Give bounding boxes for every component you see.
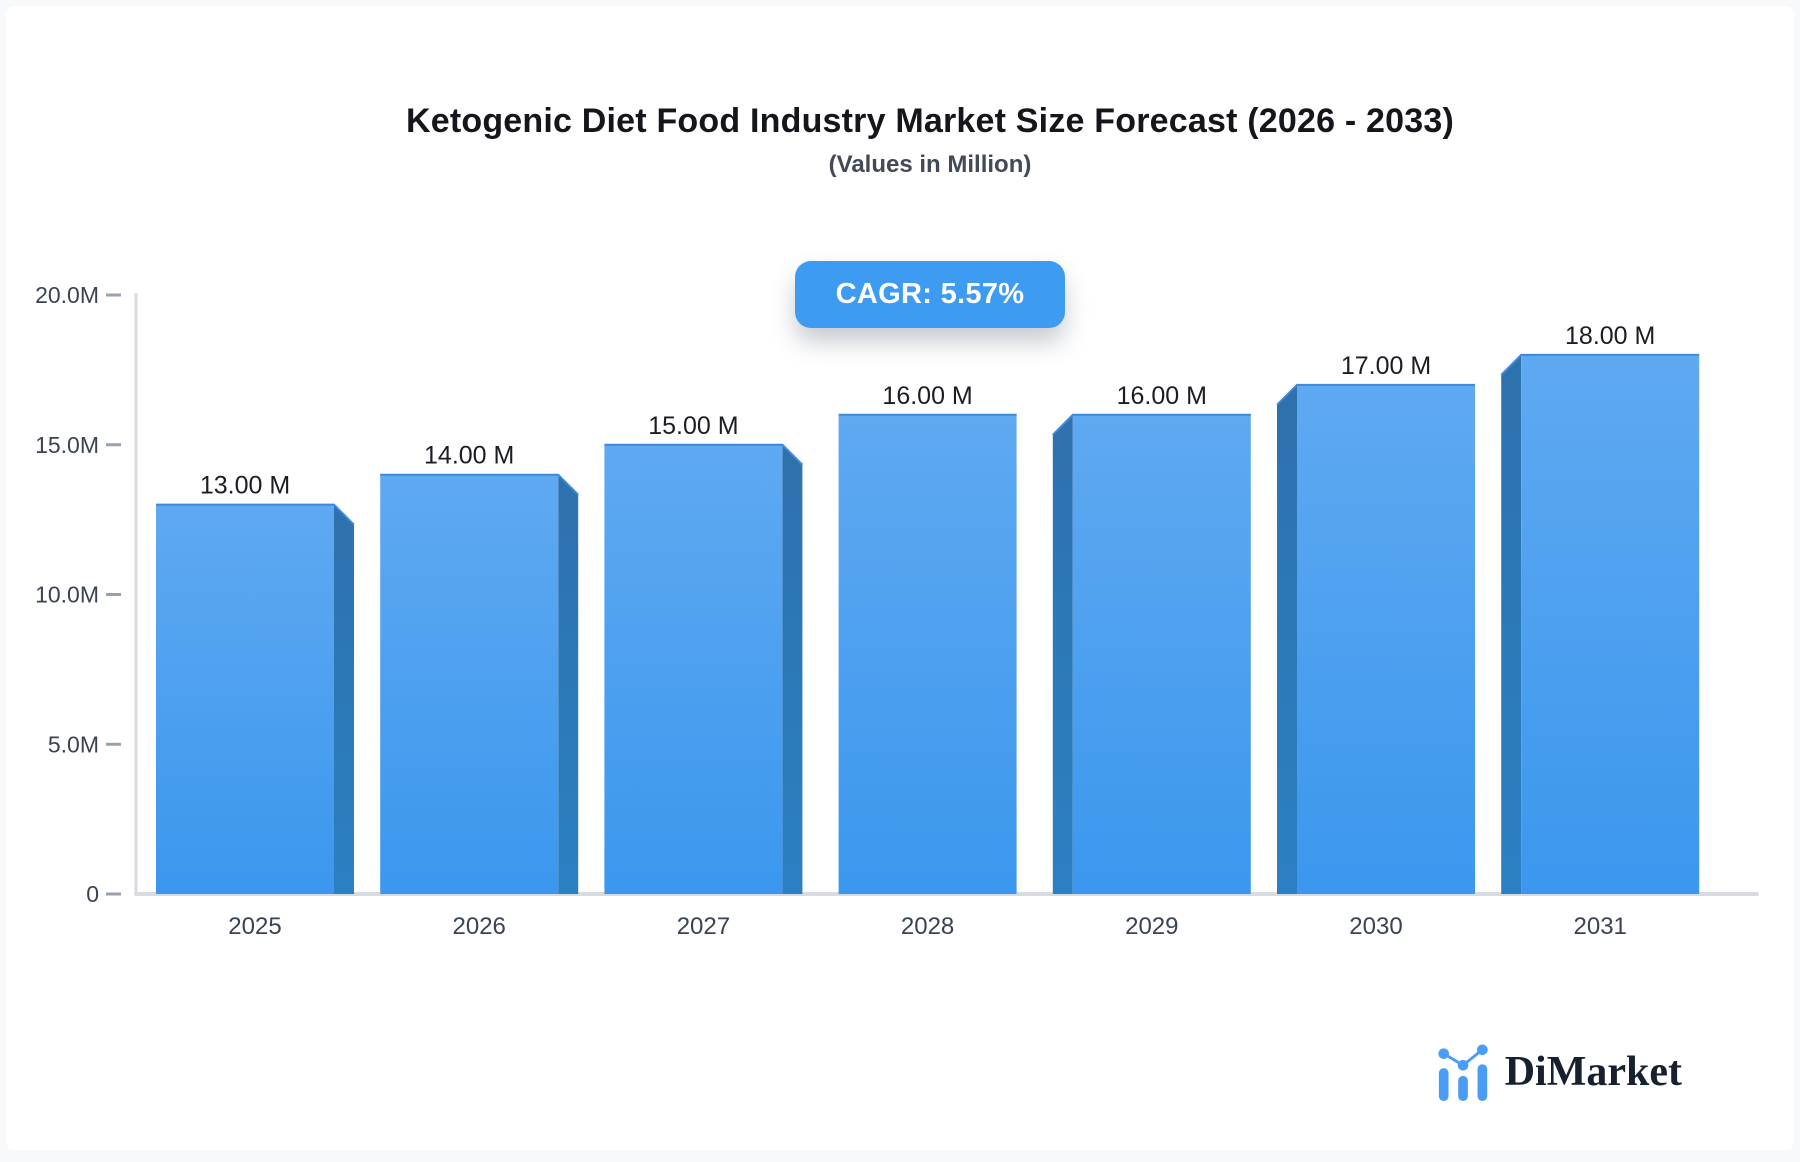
bar-face-2027: [604, 444, 783, 894]
x-axis-label-2025: 2025: [228, 913, 281, 940]
bar-top-edge-2026: [380, 473, 579, 496]
y-axis-line: [134, 293, 138, 894]
bar-face-2026: [380, 474, 559, 894]
bar-value-label-2030: 17.00 M: [1341, 352, 1431, 380]
bar-side-2025: [334, 504, 354, 894]
bar-group-2025: 13.00 M 2025: [156, 472, 355, 940]
chart-subtitle: (Values in Million): [828, 151, 1032, 178]
cagr-badge: CAGR: 5.57%: [795, 261, 1065, 328]
bar-value-label-2026: 14.00 M: [424, 442, 514, 470]
bar-top-edge-2029: [1052, 413, 1251, 436]
x-axis-label-2028: 2028: [901, 913, 954, 940]
dimarket-logo: DiMarket: [1435, 1040, 1682, 1104]
bar-side-2026: [558, 474, 579, 894]
y-tick-dash-4: [106, 293, 121, 297]
x-axis-label-2029: 2029: [1125, 913, 1178, 940]
y-tick-dash-1: [106, 742, 121, 746]
y-tick-dash-2: [106, 593, 121, 596]
bar-group-2030: 17.00 M 2030: [1276, 352, 1475, 940]
bar-face-2025: [156, 504, 334, 894]
y-tick-label-2: 10.0M: [35, 582, 99, 608]
bar-value-label-2025: 13.00 M: [200, 472, 290, 500]
y-tick-label-4: 20.0M: [35, 282, 99, 308]
bar-value-label-2028: 16.00 M: [882, 382, 972, 410]
bar-face-2031: [1521, 354, 1700, 894]
logo-text: DiMarket: [1504, 1049, 1682, 1095]
bar-top-edge-2025: [156, 503, 355, 526]
bar-face-2029: [1072, 414, 1251, 894]
bar-group-2029: 16.00 M 2029: [1052, 382, 1251, 940]
bar-value-label-2027: 15.00 M: [648, 412, 738, 440]
x-axis-label-2031: 2031: [1574, 913, 1627, 940]
x-axis-label-2027: 2027: [677, 913, 730, 940]
bar-group-2031: 18.00 M 2031: [1500, 322, 1700, 940]
x-axis-label-2030: 2030: [1349, 913, 1402, 940]
bar-group-2027: 15.00 M 2027: [604, 412, 804, 940]
bar-top-edge-2031: [1500, 353, 1700, 376]
bar-side-2031: [1501, 354, 1522, 894]
chart-title: Ketogenic Diet Food Industry Market Size…: [405, 102, 1454, 140]
bar-chart-logo-icon: [1438, 1044, 1488, 1101]
chart-card: Ketogenic Diet Food Industry Market Size…: [6, 6, 1794, 1150]
bar-side-2030: [1277, 384, 1297, 894]
y-tick-label-3: 15.0M: [35, 432, 99, 458]
bar-side-2027: [782, 444, 803, 894]
y-tick-label-1: 5.0M: [48, 731, 99, 757]
bar-face-2028: [838, 414, 1017, 894]
bar-chart: 0 5.0M 10.0M 15.0M 20.0M 13.00 M 2025 14.00 M 20…: [35, 282, 1759, 940]
bar-value-label-2031: 18.00 M: [1565, 322, 1655, 350]
bar-side-2029: [1052, 414, 1073, 894]
bar-group-2026: 14.00 M 2026: [380, 442, 579, 940]
cagr-badge-label: CAGR: 5.57%: [835, 278, 1025, 310]
bar-value-label-2029: 16.00 M: [1117, 382, 1207, 410]
x-axis-label-2026: 2026: [453, 913, 506, 940]
y-tick-dash-0: [106, 892, 121, 896]
bar-face-2030: [1297, 384, 1475, 894]
y-tick-dash-3: [106, 443, 121, 447]
chart-header: Ketogenic Diet Food Industry Market Size…: [76, 100, 1784, 179]
bar-top-edge-2030: [1276, 383, 1475, 406]
bar-group-2028: 16.00 M 2028: [838, 382, 1017, 940]
y-tick-label-0: 0: [86, 881, 99, 907]
bar-top-edge-2027: [604, 443, 804, 466]
